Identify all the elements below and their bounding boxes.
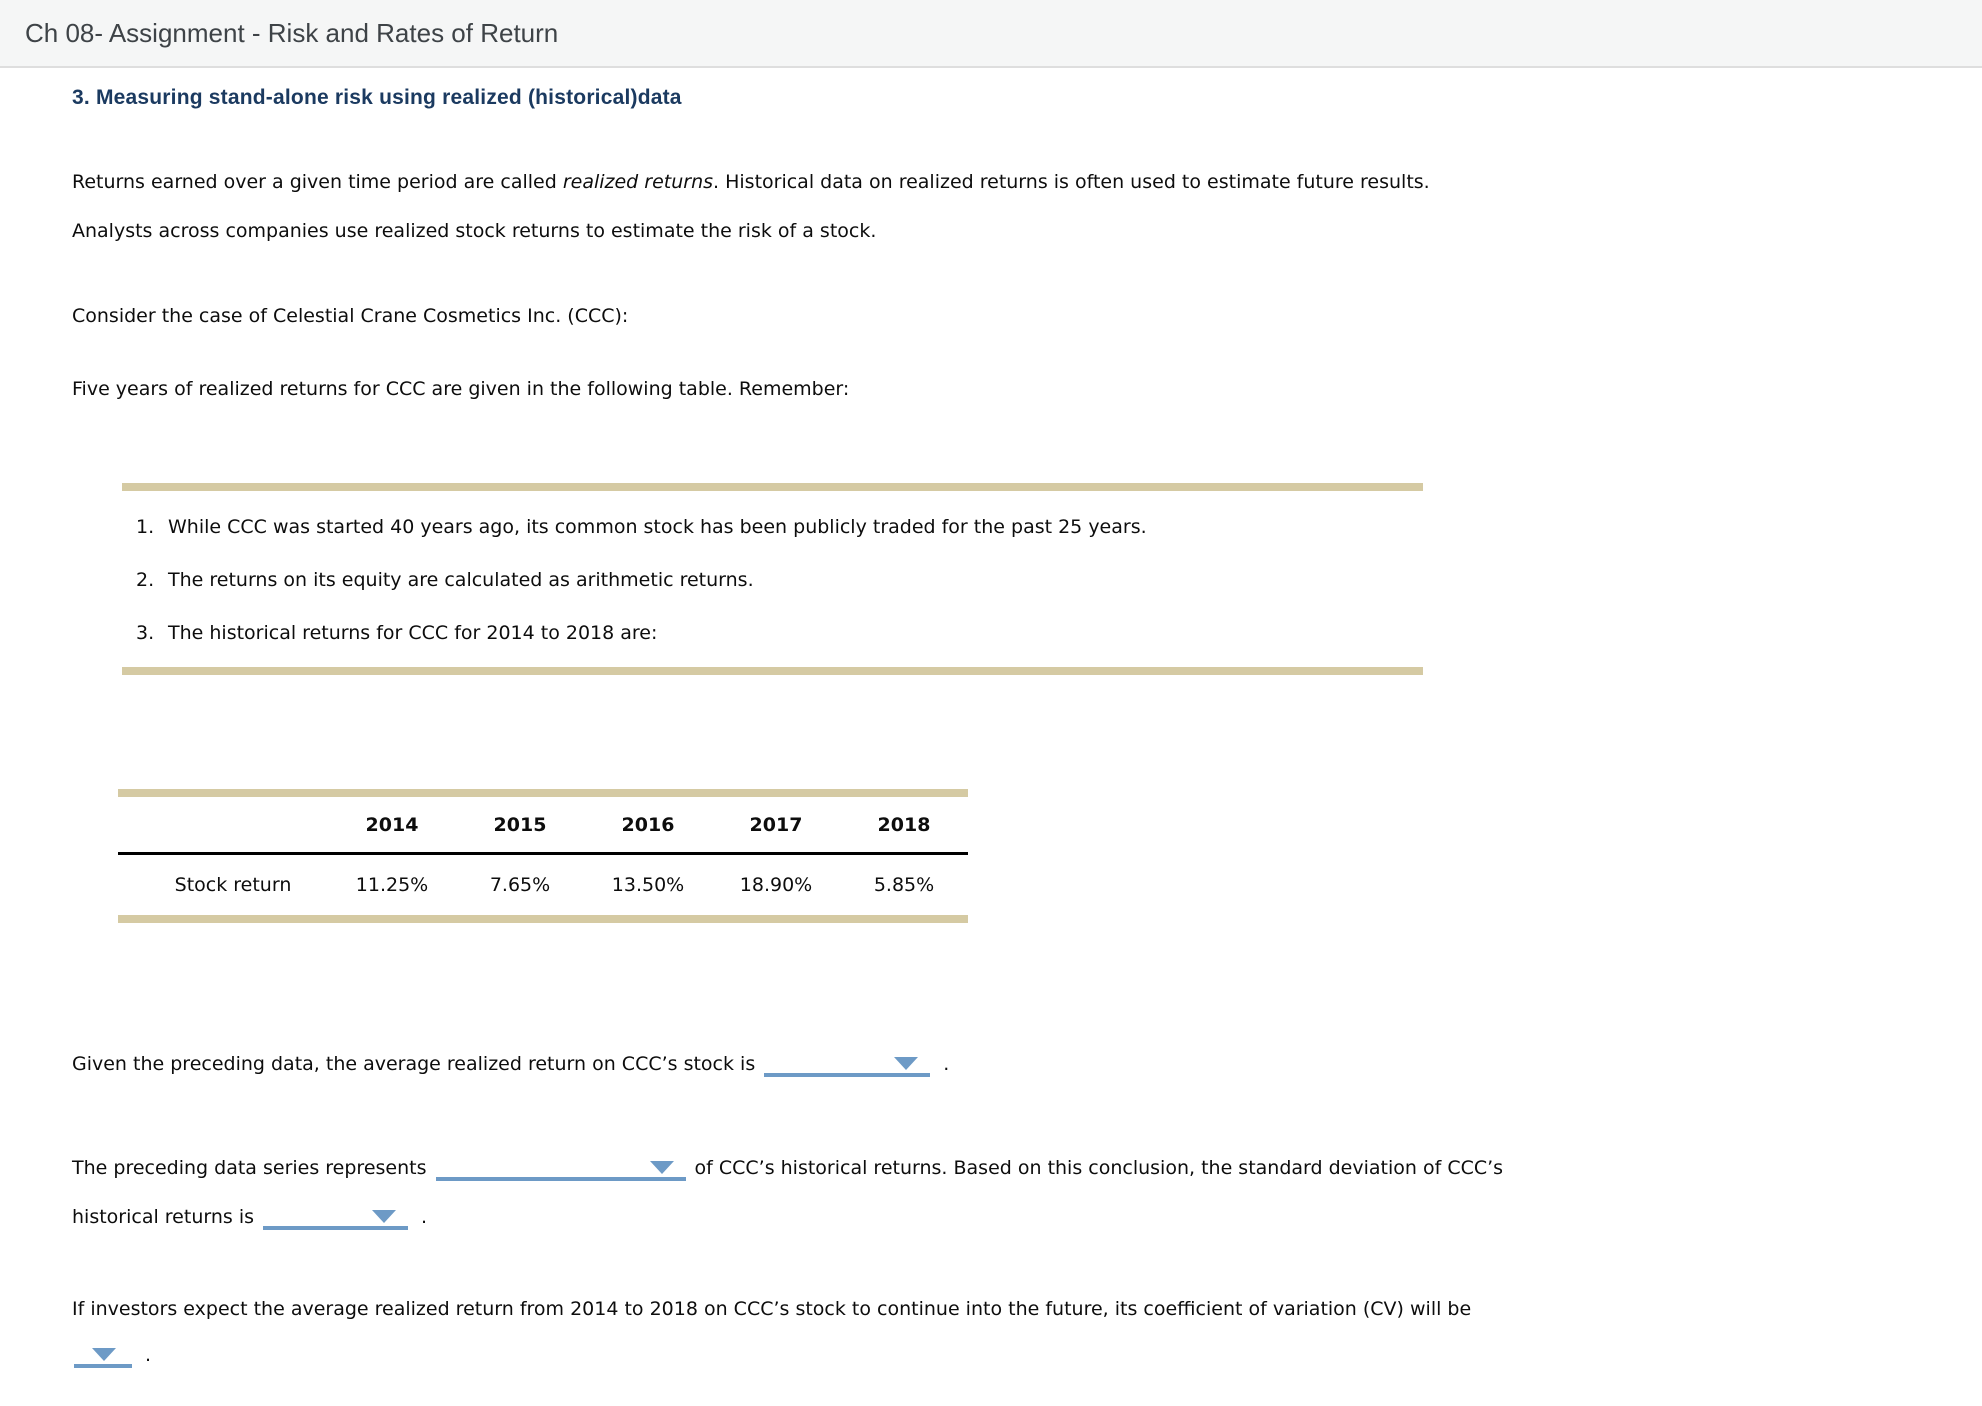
q2-std-deviation-dropdown[interactable] (263, 1204, 409, 1230)
notes-box: 1. While CCC was started 40 years ago, i… (122, 483, 1423, 675)
list-item: 1. While CCC was started 40 years ago, i… (136, 516, 1423, 538)
note-number: 3. (136, 622, 155, 644)
q2-text-pre: The preceding data series represents (72, 1157, 427, 1179)
section-heading: 3. Measuring stand-alone risk using real… (72, 86, 682, 109)
returns-table: 2014 2015 2016 2017 2018 Stock return 11… (118, 789, 968, 923)
table-row: Stock return 11.25% 7.65% 13.50% 18.90% … (118, 854, 968, 916)
intro-paragraph-line-1: Returns earned over a given time period … (72, 171, 1430, 193)
table-tan-bar-top (118, 789, 968, 797)
tan-divider-top (122, 483, 1423, 491)
return-2018: 5.85% (873, 874, 935, 896)
table-header-row: 2014 2015 2016 2017 2018 (118, 797, 968, 855)
return-2016: 13.50% (611, 874, 685, 896)
q2-data-series-dropdown[interactable] (435, 1155, 686, 1181)
notes-list: 1. While CCC was started 40 years ago, i… (122, 491, 1423, 667)
q2-period: . (421, 1206, 428, 1228)
q1-average-return-dropdown[interactable] (764, 1051, 931, 1077)
intro-p1-italic: realized returns (562, 171, 714, 193)
note-number: 2. (136, 569, 155, 591)
return-2017: 18.90% (739, 874, 813, 896)
dropdown-arrow-icon (894, 1057, 919, 1070)
row-label-stock-return: Stock return (174, 874, 292, 896)
intro-paragraph-2: Consider the case of Celestial Crane Cos… (72, 305, 629, 327)
dropdown-arrow-icon (649, 1161, 674, 1174)
intro-p1-post: . Historical data on realized returns is… (713, 171, 1430, 193)
note-text: The historical returns for CCC for 2014 … (168, 622, 658, 644)
intro-p1-pre: Returns earned over a given time period … (72, 171, 563, 193)
return-2015: 7.65% (489, 874, 551, 896)
year-header-2017: 2017 (712, 797, 840, 855)
titlebar: Ch 08- Assignment - Risk and Rates of Re… (0, 0, 1982, 68)
question-1: Given the preceding data, the average re… (72, 1051, 949, 1077)
year-header-2018: 2018 (840, 797, 968, 855)
q2-line2-text: historical returns is (72, 1206, 255, 1228)
q2-text-post: of CCC’s historical returns. Based on th… (694, 1157, 1504, 1179)
historical-returns-table: 2014 2015 2016 2017 2018 Stock return 11… (118, 797, 968, 915)
year-header-2014: 2014 (328, 797, 456, 855)
question-3-line-1: If investors expect the average realized… (72, 1298, 1472, 1320)
question-3-line-2: . (72, 1342, 151, 1368)
question-2-line-2: historical returns is. (72, 1204, 427, 1230)
dropdown-arrow-icon (92, 1348, 116, 1361)
table-header-empty-cell (118, 797, 328, 855)
q1-period: . (943, 1053, 950, 1075)
list-item: 2. The returns on its equity are calcula… (136, 569, 1423, 591)
q1-text: Given the preceding data, the average re… (72, 1053, 756, 1075)
q3-period: . (145, 1344, 152, 1366)
list-item: 3. The historical returns for CCC for 20… (136, 622, 1423, 644)
note-number: 1. (136, 516, 155, 538)
table-tan-bar-bottom (118, 915, 968, 923)
return-2014: 11.25% (355, 874, 429, 896)
year-header-2015: 2015 (456, 797, 584, 855)
note-text: The returns on its equity are calculated… (168, 569, 754, 591)
intro-paragraph-3: Five years of realized returns for CCC a… (72, 378, 850, 400)
tan-divider-bottom (122, 667, 1423, 675)
question-2-line-1: The preceding data series represents of C… (72, 1155, 1503, 1181)
dropdown-arrow-icon (372, 1210, 397, 1223)
intro-paragraph-line-2: Analysts across companies use realized s… (72, 220, 877, 242)
page-title: Ch 08- Assignment - Risk and Rates of Re… (25, 18, 559, 48)
q3-cv-dropdown[interactable] (74, 1342, 132, 1368)
year-header-2016: 2016 (584, 797, 712, 855)
note-text: While CCC was started 40 years ago, its … (168, 516, 1147, 538)
